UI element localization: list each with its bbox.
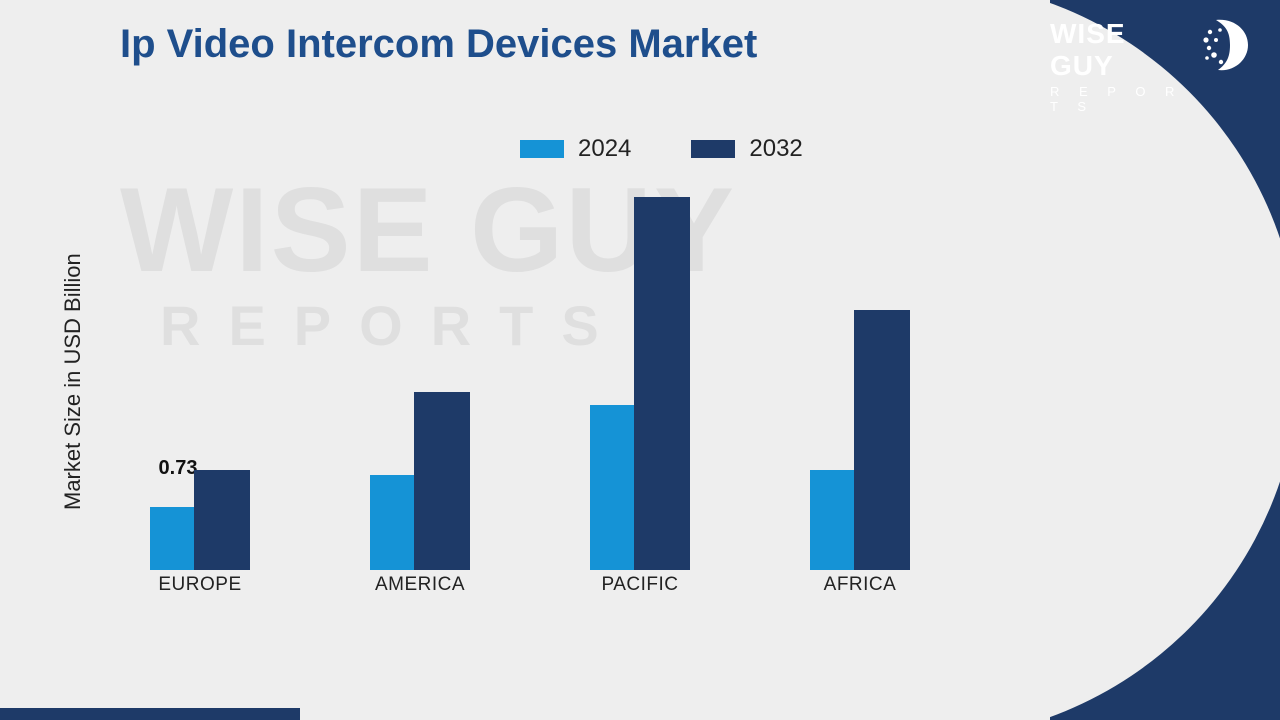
brand-line2: R E P O R T S (1050, 84, 1188, 114)
bar-2032 (634, 197, 690, 570)
legend-swatch-2024 (520, 140, 564, 158)
bar-2032 (414, 392, 470, 570)
legend: 2024 2032 (520, 135, 803, 163)
x-axis-label: EUROPE (125, 574, 275, 596)
legend-label-2032: 2032 (749, 135, 802, 163)
plot-area: 0.73EUROPESOUTHAMERICAASIAPACIFICMIDDLEE… (110, 180, 990, 570)
bar-chart: 0.73EUROPESOUTHAMERICAASIAPACIFICMIDDLEE… (110, 180, 990, 570)
chart-title: Ip Video Intercom Devices Market (120, 22, 757, 67)
legend-label-2024: 2024 (578, 135, 631, 163)
brand-head-icon (1196, 18, 1250, 72)
brand-logo: WISE GUY R E P O R T S (1050, 18, 1250, 114)
bar-2032 (194, 470, 250, 570)
y-axis-label: Market Size in USD Billion (60, 253, 86, 510)
legend-item-2024: 2024 (520, 135, 631, 163)
brand-line1: WISE GUY (1050, 18, 1188, 82)
bar-value-label: 0.73 (159, 457, 198, 480)
legend-swatch-2032 (691, 140, 735, 158)
legend-item-2032: 2032 (691, 135, 802, 163)
footer-accent-bar (0, 708, 300, 720)
stage: WISE GUY REPORTS WISE GUY R E P O R T S … (0, 0, 1280, 720)
bar-2032 (854, 310, 910, 570)
